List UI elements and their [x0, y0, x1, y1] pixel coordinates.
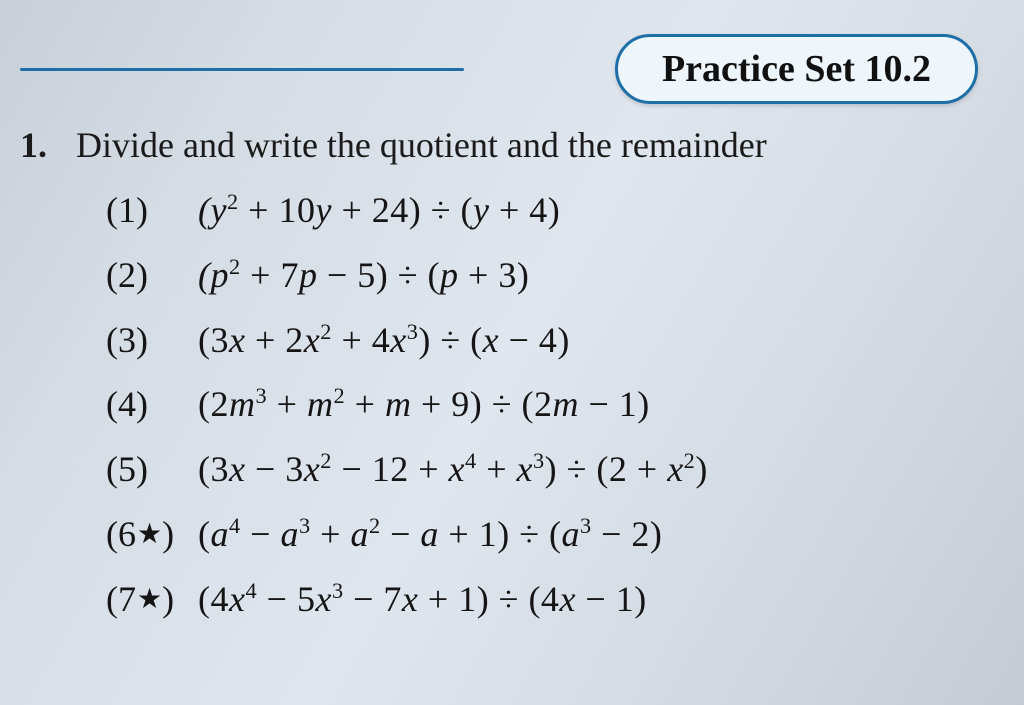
header-rule-line: [20, 68, 464, 71]
item-expression: (y2 + 10y + 24) ÷ (y + 4): [198, 191, 560, 230]
item-expression: (2m3 + m2 + m + 9) ÷ (2m − 1): [198, 385, 650, 424]
list-item: (1) (y2 + 10y + 24) ÷ (y + 4): [106, 191, 984, 230]
list-item: (5) (3x − 3x2 − 12 + x4 + x3) ÷ (2 + x2): [106, 450, 984, 489]
question-row: 1. Divide and write the quotient and the…: [20, 122, 984, 169]
list-item: (2) (p2 + 7p − 5) ÷ (p + 3): [106, 256, 984, 295]
item-label: (6★): [106, 515, 198, 554]
item-label: (3): [106, 321, 198, 360]
question-text: Divide and write the quotient and the re…: [76, 122, 984, 169]
item-expression: (p2 + 7p − 5) ÷ (p + 3): [198, 256, 529, 295]
item-expression: (4x4 − 5x3 − 7x + 1) ÷ (4x − 1): [198, 580, 647, 619]
item-label: (7★): [106, 580, 198, 619]
section-banner-title: Practice Set 10.2: [662, 48, 931, 90]
item-expression: (3x − 3x2 − 12 + x4 + x3) ÷ (2 + x2): [198, 450, 708, 489]
item-label: (4): [106, 385, 198, 424]
page: Practice Set 10.2 1. Divide and write th…: [0, 0, 1024, 705]
item-expression: (a4 − a3 + a2 − a + 1) ÷ (a3 − 2): [198, 515, 662, 554]
section-banner: Practice Set 10.2: [615, 34, 978, 104]
item-label: (2): [106, 256, 198, 295]
list-item: (3) (3x + 2x2 + 4x3) ÷ (x − 4): [106, 321, 984, 360]
list-item: (7★) (4x4 − 5x3 − 7x + 1) ÷ (4x − 1): [106, 580, 984, 619]
item-label: (1): [106, 191, 198, 230]
item-expression: (3x + 2x2 + 4x3) ÷ (x − 4): [198, 321, 570, 360]
question-number: 1.: [20, 122, 76, 169]
sub-items-list: (1) (y2 + 10y + 24) ÷ (y + 4) (2) (p2 + …: [106, 191, 984, 619]
item-label: (5): [106, 450, 198, 489]
header: Practice Set 10.2: [20, 20, 984, 110]
list-item: (6★) (a4 − a3 + a2 − a + 1) ÷ (a3 − 2): [106, 515, 984, 554]
list-item: (4) (2m3 + m2 + m + 9) ÷ (2m − 1): [106, 385, 984, 424]
